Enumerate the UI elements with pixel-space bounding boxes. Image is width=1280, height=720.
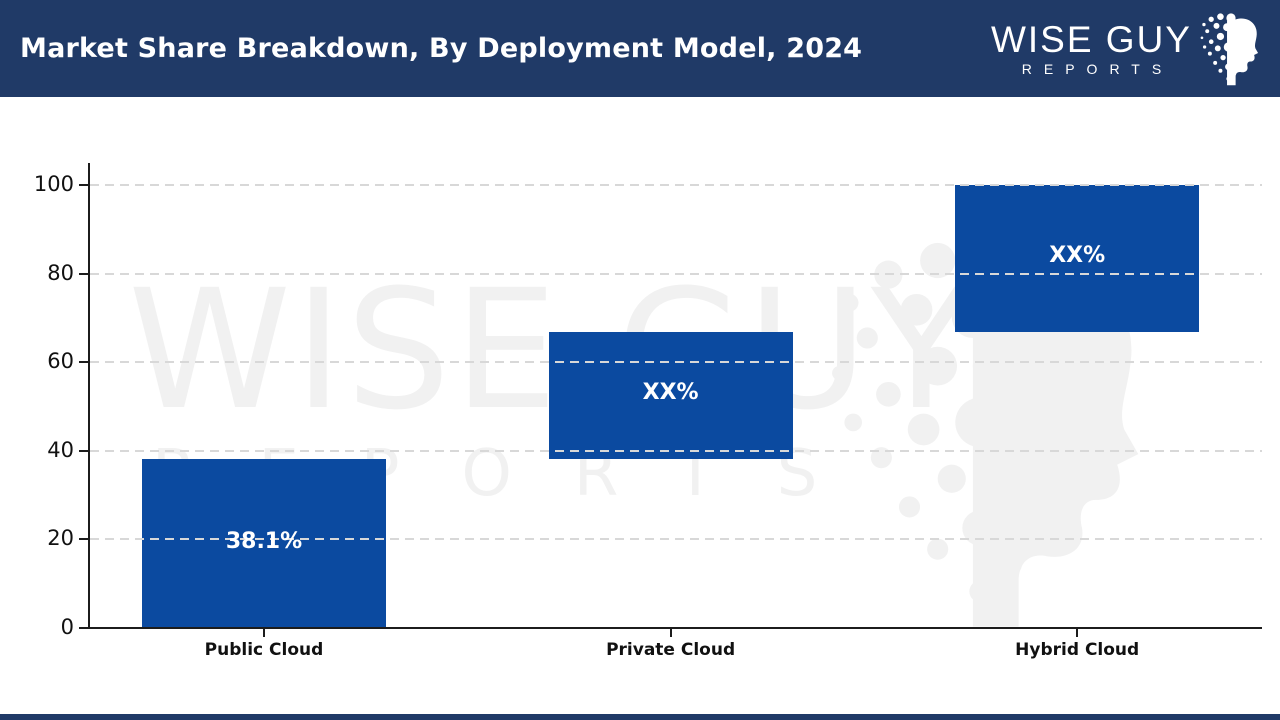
x-category-label: Private Cloud (606, 640, 736, 660)
x-tick-mark-1 (669, 629, 672, 637)
footer-bar (0, 714, 1280, 720)
y-tick-label-0: 0 (60, 615, 74, 639)
y-tick-mark-20 (79, 538, 88, 541)
x-tick-mark-2 (1076, 629, 1079, 637)
chart-title: Market Share Breakdown, By Deployment Mo… (20, 33, 863, 64)
bar-hybrid-cloud (955, 185, 1200, 332)
y-tick-mark-40 (79, 449, 88, 452)
bar-value-label: XX% (642, 380, 699, 406)
gridline-60 (90, 361, 1262, 364)
bar-value-label: XX% (1049, 243, 1106, 269)
y-axis-line (88, 163, 90, 628)
y-tick-label-80: 80 (47, 260, 74, 285)
y-tick-label-20: 20 (47, 526, 74, 551)
y-tick-label-60: 60 (47, 349, 74, 374)
y-tick-mark-100 (79, 184, 88, 186)
y-tick-label-100: 100 (33, 172, 74, 196)
wise-guy-face-icon (1200, 12, 1259, 85)
gridline-20 (90, 538, 1262, 541)
header-bar: Market Share Breakdown, By Deployment Mo… (0, 0, 1280, 97)
logo-subtitle: REPORTS (1021, 61, 1174, 77)
gridline-80 (90, 272, 1262, 275)
gridline-40 (90, 449, 1262, 452)
bar-value-label: 38.1% (225, 528, 303, 554)
x-category-label: Public Cloud (204, 640, 324, 660)
y-tick-mark-0 (79, 627, 88, 629)
x-axis-line (88, 627, 1262, 630)
x-tick-mark-0 (263, 629, 265, 637)
wise-guy-logo: WISE GUY REPORTS (991, 11, 1264, 87)
gridline-100 (90, 184, 1262, 186)
logo-text: WISE GUY REPORTS (991, 21, 1192, 76)
bar-public-cloud (142, 459, 386, 628)
logo-wordmark: WISE GUY (990, 19, 1192, 60)
y-tick-label-40: 40 (47, 437, 74, 462)
y-tick-mark-80 (79, 272, 88, 275)
x-category-label: Hybrid Cloud (1015, 640, 1140, 660)
y-tick-mark-60 (79, 361, 88, 364)
bar-private-cloud (548, 331, 793, 460)
